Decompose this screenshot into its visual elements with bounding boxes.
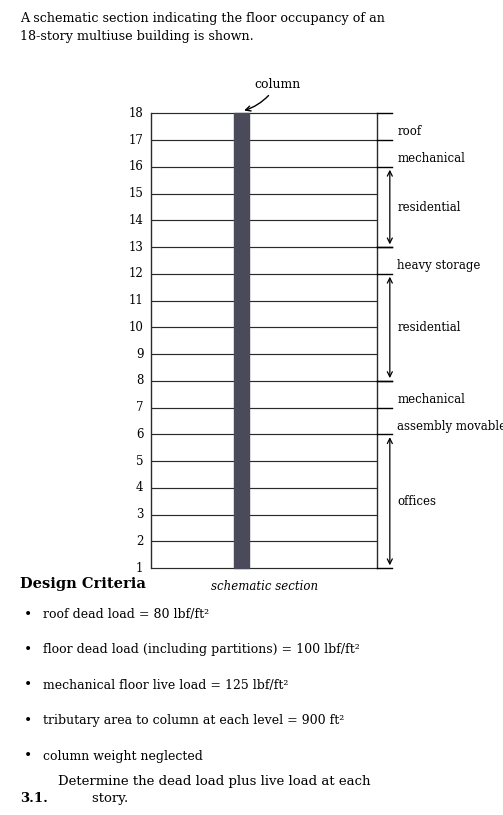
Text: floor dead load (including partitions) = 100 lbf/ft²: floor dead load (including partitions) =…: [43, 644, 360, 656]
Text: 14: 14: [128, 214, 143, 227]
Text: 2: 2: [136, 535, 143, 548]
Text: heavy storage: heavy storage: [397, 259, 481, 272]
Text: 10: 10: [128, 321, 143, 334]
Text: •: •: [24, 678, 32, 693]
Text: 12: 12: [129, 267, 143, 280]
Text: mechanical: mechanical: [397, 152, 465, 165]
Text: 6: 6: [136, 428, 143, 441]
Text: 18: 18: [129, 107, 143, 120]
Text: 5: 5: [136, 455, 143, 468]
Text: 1: 1: [136, 562, 143, 575]
Text: residential: residential: [397, 200, 461, 214]
Text: 9: 9: [136, 348, 143, 361]
Text: roof: roof: [397, 126, 422, 139]
Text: offices: offices: [397, 495, 437, 508]
Text: column: column: [245, 77, 300, 111]
Text: 15: 15: [128, 187, 143, 200]
Text: •: •: [24, 714, 32, 728]
Text: residential: residential: [397, 321, 461, 334]
Text: Design Criteria: Design Criteria: [20, 577, 146, 591]
Text: 7: 7: [136, 401, 143, 414]
Text: assembly movable seats: assembly movable seats: [397, 420, 503, 433]
Text: A schematic section indicating the floor occupancy of an
18-story multiuse build: A schematic section indicating the floor…: [20, 12, 385, 43]
Text: 3: 3: [136, 508, 143, 521]
Text: 16: 16: [128, 161, 143, 174]
Text: tributary area to column at each level = 900 ft²: tributary area to column at each level =…: [43, 715, 344, 727]
Text: 8: 8: [136, 374, 143, 387]
Text: 13: 13: [128, 240, 143, 253]
Text: mechanical: mechanical: [397, 393, 465, 406]
Text: schematic section: schematic section: [211, 580, 317, 593]
Text: •: •: [24, 749, 32, 764]
Text: 17: 17: [128, 134, 143, 147]
Text: •: •: [24, 643, 32, 657]
Text: Determine the dead load plus live load at each
        story.: Determine the dead load plus live load a…: [58, 775, 370, 805]
Text: mechanical floor live load = 125 lbf/ft²: mechanical floor live load = 125 lbf/ft²: [43, 679, 288, 692]
Text: 4: 4: [136, 482, 143, 495]
Text: column weight neglected: column weight neglected: [43, 750, 203, 763]
Text: 3.1.: 3.1.: [20, 792, 48, 805]
Text: 11: 11: [129, 294, 143, 307]
Text: roof dead load = 80 lbf/ft²: roof dead load = 80 lbf/ft²: [43, 608, 209, 621]
Text: •: •: [24, 607, 32, 622]
